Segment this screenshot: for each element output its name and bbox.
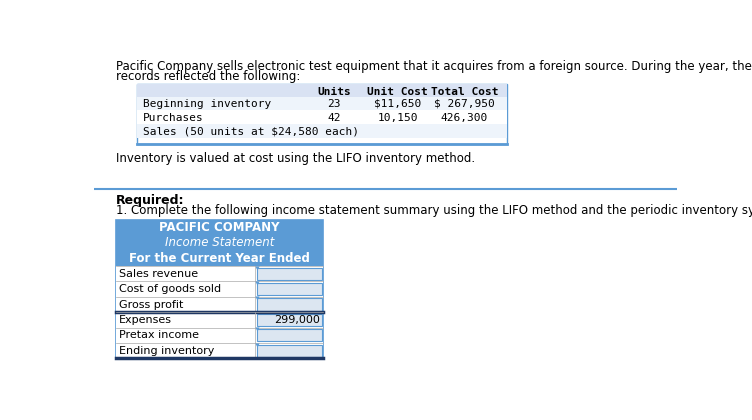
- FancyBboxPatch shape: [116, 266, 323, 281]
- FancyBboxPatch shape: [116, 235, 323, 251]
- Text: Sales revenue: Sales revenue: [119, 269, 198, 279]
- Text: 426,300: 426,300: [441, 113, 488, 123]
- FancyBboxPatch shape: [137, 124, 507, 138]
- FancyBboxPatch shape: [137, 97, 507, 110]
- Text: Sales (50 units at $24,580 each): Sales (50 units at $24,580 each): [143, 126, 359, 136]
- FancyBboxPatch shape: [116, 328, 323, 343]
- FancyBboxPatch shape: [256, 344, 322, 357]
- FancyBboxPatch shape: [137, 84, 507, 97]
- Text: Expenses: Expenses: [119, 315, 171, 325]
- Text: 23: 23: [328, 99, 341, 109]
- Text: $ 267,950: $ 267,950: [434, 99, 495, 109]
- Text: Income Statement: Income Statement: [165, 236, 274, 249]
- FancyBboxPatch shape: [116, 312, 323, 328]
- FancyBboxPatch shape: [116, 297, 323, 312]
- Text: Purchases: Purchases: [143, 113, 204, 123]
- Text: 10,150: 10,150: [378, 113, 418, 123]
- Text: Unit Cost: Unit Cost: [368, 87, 428, 97]
- Text: Required:: Required:: [116, 194, 184, 207]
- FancyBboxPatch shape: [256, 283, 322, 295]
- Text: Cost of goods sold: Cost of goods sold: [119, 284, 221, 294]
- Text: 42: 42: [328, 113, 341, 123]
- FancyBboxPatch shape: [137, 84, 507, 144]
- Text: Beginning inventory: Beginning inventory: [143, 99, 271, 109]
- Text: Ending inventory: Ending inventory: [119, 346, 214, 356]
- FancyBboxPatch shape: [256, 298, 322, 311]
- FancyBboxPatch shape: [137, 110, 507, 124]
- Text: PACIFIC COMPANY: PACIFIC COMPANY: [159, 221, 280, 234]
- Text: Gross profit: Gross profit: [119, 299, 183, 310]
- FancyBboxPatch shape: [116, 343, 323, 358]
- Text: 299,000: 299,000: [274, 315, 320, 325]
- Text: For the Current Year Ended: For the Current Year Ended: [129, 252, 310, 265]
- Text: $11,650: $11,650: [374, 99, 421, 109]
- Text: 1. Complete the following income statement summary using the LIFO method and the: 1. Complete the following income stateme…: [116, 205, 752, 218]
- FancyBboxPatch shape: [256, 314, 322, 326]
- FancyBboxPatch shape: [116, 220, 323, 235]
- Text: Total Cost: Total Cost: [431, 87, 498, 97]
- FancyBboxPatch shape: [116, 281, 323, 297]
- FancyBboxPatch shape: [256, 329, 322, 341]
- FancyBboxPatch shape: [256, 268, 322, 280]
- Text: records reflected the following:: records reflected the following:: [116, 71, 300, 84]
- Text: Inventory is valued at cost using the LIFO inventory method.: Inventory is valued at cost using the LI…: [116, 152, 475, 165]
- Text: Pretax income: Pretax income: [119, 330, 199, 340]
- Text: Units: Units: [317, 87, 351, 97]
- Text: Pacific Company sells electronic test equipment that it acquires from a foreign : Pacific Company sells electronic test eq…: [116, 60, 752, 73]
- FancyBboxPatch shape: [116, 251, 323, 266]
- FancyBboxPatch shape: [116, 220, 323, 358]
